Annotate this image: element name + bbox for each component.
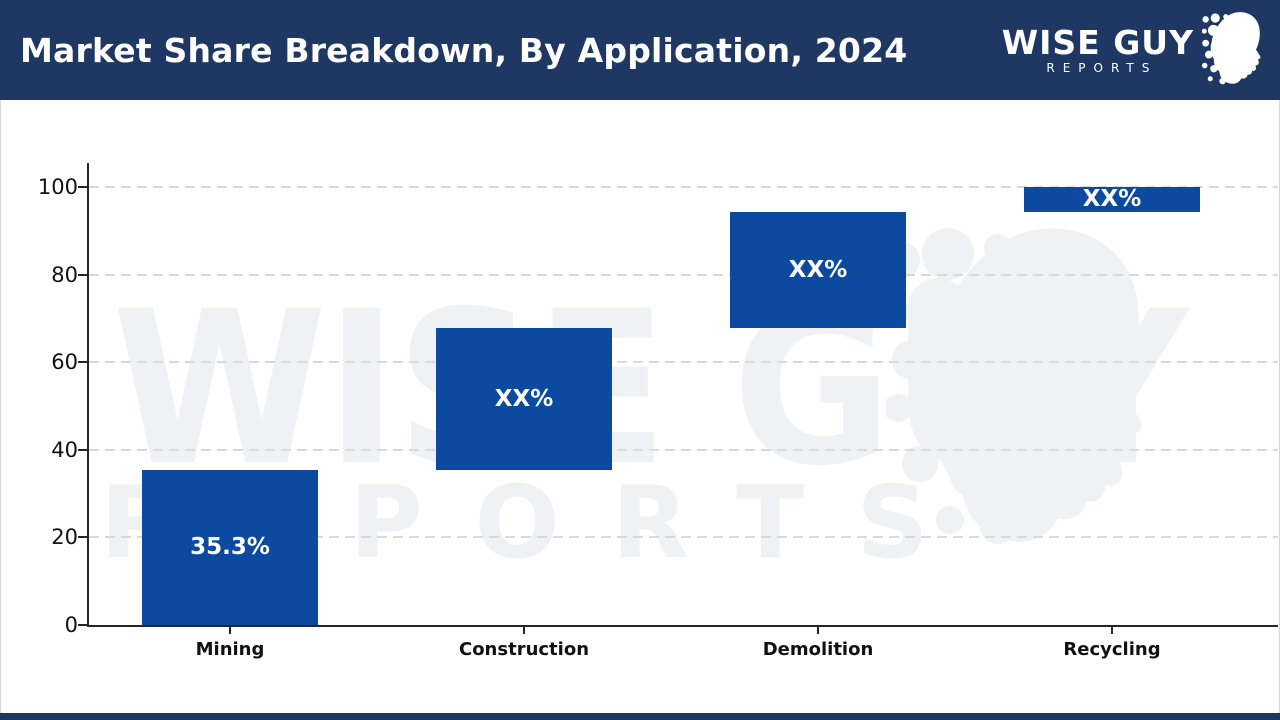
bar-mining: 35.3% bbox=[142, 470, 318, 625]
y-tick-mark-80 bbox=[78, 273, 89, 276]
gridline-100 bbox=[89, 186, 1278, 188]
gridline-80 bbox=[89, 273, 1278, 276]
x-category-label-demolition: Demolition bbox=[762, 639, 874, 660]
bar-construction: XX% bbox=[436, 328, 612, 471]
x-category-label-mining: Mining bbox=[195, 639, 265, 660]
brand-face-icon bbox=[1202, 12, 1261, 85]
y-tick-mark-20 bbox=[78, 536, 89, 539]
brand-name: WISE GUY bbox=[1001, 23, 1194, 62]
x-tick-mark-recycling bbox=[1111, 627, 1113, 634]
header-bar: Market Share Breakdown, By Application, … bbox=[0, 0, 1280, 100]
gridline-40 bbox=[89, 448, 1278, 451]
x-tick-mark-demolition bbox=[817, 627, 819, 634]
y-tick-label-100: 100 bbox=[37, 175, 78, 199]
y-tick-label-80: 80 bbox=[51, 262, 78, 287]
y-tick-mark-0 bbox=[78, 624, 89, 626]
y-tick-label-0: 0 bbox=[64, 613, 78, 637]
bar-label-mining: 35.3% bbox=[190, 534, 270, 561]
bar-label-recycling: XX% bbox=[1082, 185, 1142, 212]
y-tick-label-60: 60 bbox=[51, 350, 78, 375]
bar-label-construction: XX% bbox=[494, 385, 554, 412]
y-tick-mark-100 bbox=[78, 186, 89, 188]
x-category-label-construction: Construction bbox=[458, 639, 590, 660]
y-axis-spine bbox=[87, 163, 89, 627]
x-tick-mark-construction bbox=[523, 627, 525, 634]
bar-recycling: XX% bbox=[1024, 187, 1200, 212]
bar-demolition: XX% bbox=[730, 211, 906, 329]
y-tick-mark-40 bbox=[78, 448, 89, 451]
bar-label-demolition: XX% bbox=[788, 256, 848, 283]
x-axis-baseline bbox=[87, 625, 1278, 627]
brand-logo-text: WISE GUY REPORTS bbox=[1002, 26, 1194, 74]
gridline-20 bbox=[89, 536, 1278, 539]
x-category-label-recycling: Recycling bbox=[1063, 639, 1161, 660]
brand-subtitle: REPORTS bbox=[1046, 61, 1158, 75]
gridline-60 bbox=[89, 361, 1278, 364]
footer-bar bbox=[0, 713, 1280, 720]
y-tick-mark-60 bbox=[78, 361, 89, 364]
x-tick-mark-mining bbox=[229, 627, 231, 634]
y-tick-label-40: 40 bbox=[51, 437, 78, 462]
chart-title: Market Share Breakdown, By Application, … bbox=[20, 30, 908, 70]
y-tick-label-20: 20 bbox=[51, 525, 78, 550]
brand-logo: WISE GUY REPORTS bbox=[1002, 10, 1266, 90]
